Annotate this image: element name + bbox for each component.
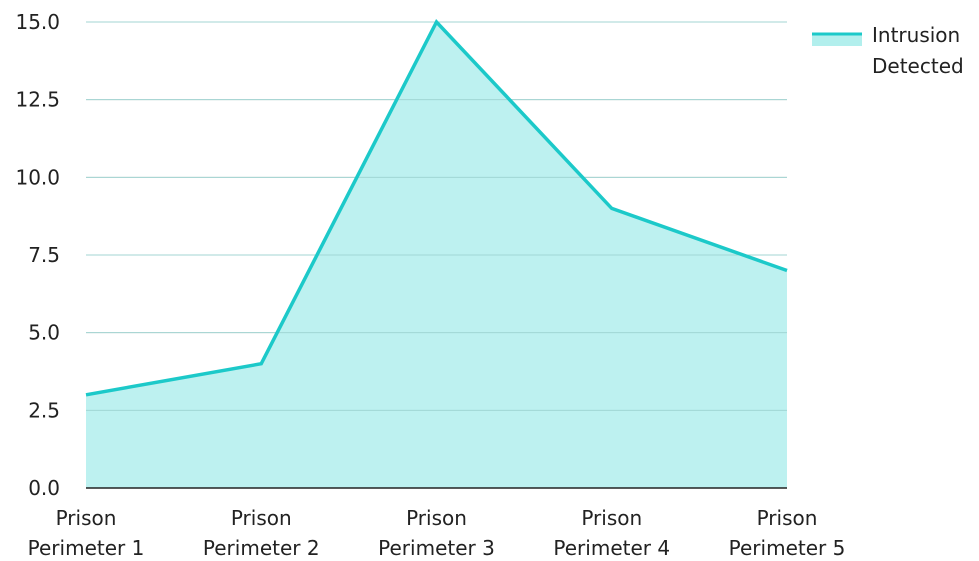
- x-tick-label: Prison: [757, 506, 818, 530]
- y-tick-label: 5.0: [28, 321, 60, 345]
- legend-swatch-fill: [812, 34, 862, 46]
- y-tick-label: 7.5: [28, 243, 60, 267]
- y-tick-label: 10.0: [15, 165, 60, 189]
- x-tick-label: Prison: [231, 506, 292, 530]
- y-tick-label: 12.5: [15, 88, 60, 112]
- x-tick-label: Perimeter 4: [553, 536, 670, 560]
- x-tick-label: Perimeter 2: [203, 536, 320, 560]
- legend: Intrusion Detected: [812, 23, 964, 78]
- legend-label-line2: Detected: [872, 54, 964, 78]
- y-tick-label: 2.5: [28, 398, 60, 422]
- y-tick-label: 0.0: [28, 476, 60, 500]
- x-tick-label: Perimeter 5: [729, 536, 846, 560]
- x-tick-label: Perimeter 3: [378, 536, 495, 560]
- legend-label-line1: Intrusion: [872, 23, 960, 47]
- series-area: [85, 18, 788, 488]
- y-tick-label: 15.0: [15, 10, 60, 34]
- x-tick-label: Prison: [406, 506, 467, 530]
- x-tick-label: Prison: [56, 506, 117, 530]
- y-axis-ticks: 0.0 2.5 5.0 7.5 10.0 12.5 15.0: [15, 10, 60, 500]
- x-axis-ticks: Prison Perimeter 1 Prison Perimeter 2 Prison…: [28, 506, 846, 560]
- x-tick-label: Perimeter 1: [28, 536, 145, 560]
- x-tick-label: Prison: [581, 506, 642, 530]
